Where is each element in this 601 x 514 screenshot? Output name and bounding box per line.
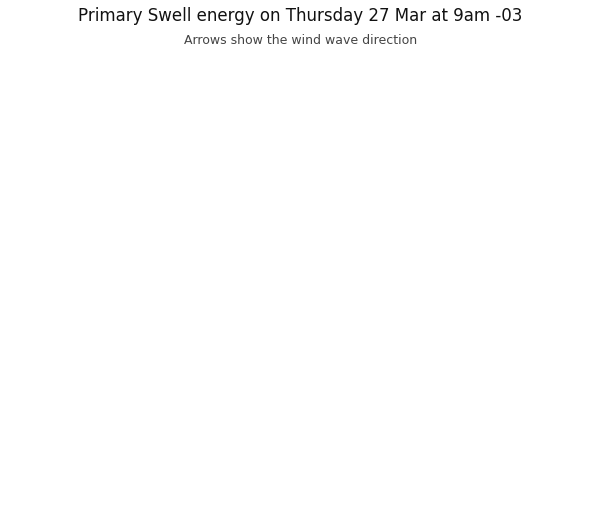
Text: Primary Swell energy on Thursday 27 Mar at 9am -03: Primary Swell energy on Thursday 27 Mar …	[78, 7, 523, 25]
Text: cartopy required: cartopy required	[219, 272, 382, 291]
Text: Arrows show the wind wave direction: Arrows show the wind wave direction	[184, 33, 417, 47]
